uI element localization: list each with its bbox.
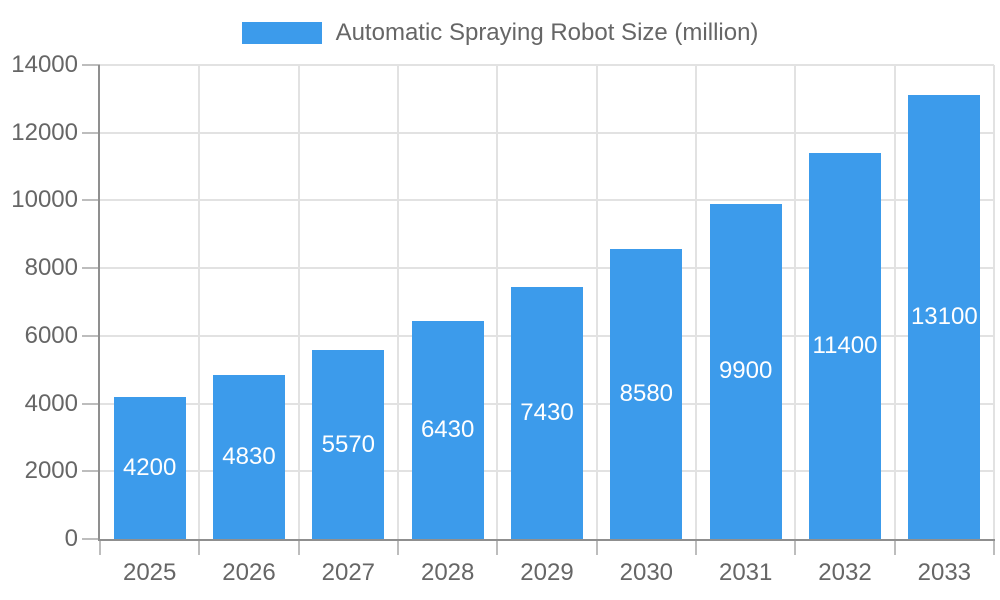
bar-2025[interactable] bbox=[113, 396, 186, 539]
x-axis-tick bbox=[99, 539, 101, 555]
v-gridline bbox=[397, 65, 399, 539]
x-axis-label: 2032 bbox=[818, 559, 872, 586]
bar-2028[interactable] bbox=[411, 321, 484, 539]
h-gridline bbox=[100, 131, 994, 134]
v-gridline bbox=[595, 65, 598, 539]
bar-2026[interactable] bbox=[213, 375, 285, 539]
x-axis-tick bbox=[198, 539, 201, 555]
x-axis-line bbox=[98, 539, 995, 541]
bar-2029[interactable] bbox=[511, 287, 583, 539]
y-axis-tick bbox=[82, 538, 100, 540]
y-axis-label: 10000 bbox=[11, 186, 78, 214]
x-axis-label: 2028 bbox=[420, 559, 475, 586]
x-axis-label: 2030 bbox=[619, 559, 674, 586]
x-axis-label: 2033 bbox=[917, 559, 972, 586]
legend-label: Automatic Spraying Robot Size (million) bbox=[335, 19, 759, 46]
y-axis-tick bbox=[82, 470, 100, 473]
y-axis-label: 4000 bbox=[24, 389, 78, 417]
y-axis-label: 2000 bbox=[24, 457, 78, 485]
v-gridline bbox=[198, 65, 201, 539]
h-gridline bbox=[100, 199, 994, 202]
h-gridline bbox=[100, 64, 994, 66]
x-axis-tick bbox=[695, 539, 697, 555]
y-axis-tick bbox=[82, 64, 100, 66]
legend-swatch-icon bbox=[241, 22, 322, 44]
bar-2033[interactable] bbox=[908, 95, 981, 539]
y-axis-label: 6000 bbox=[24, 321, 78, 349]
v-gridline bbox=[794, 65, 797, 539]
v-gridline bbox=[993, 65, 995, 539]
v-gridline bbox=[297, 65, 300, 539]
x-axis-label: 2026 bbox=[222, 559, 276, 586]
y-axis-label: 14000 bbox=[11, 51, 78, 78]
y-axis-tick bbox=[82, 267, 100, 270]
x-axis-label: 2025 bbox=[122, 559, 177, 586]
y-axis-tick bbox=[82, 131, 100, 134]
h-gridline bbox=[100, 267, 994, 270]
y-axis-label: 12000 bbox=[11, 118, 78, 146]
x-axis-tick bbox=[993, 539, 995, 555]
y-axis-line bbox=[98, 65, 100, 541]
y-axis-tick bbox=[82, 334, 100, 337]
v-gridline bbox=[695, 65, 697, 539]
v-gridline bbox=[496, 65, 499, 539]
x-axis-tick bbox=[794, 539, 797, 555]
legend[interactable]: Automatic Spraying Robot Size (million) bbox=[0, 20, 1000, 46]
bar-2031[interactable] bbox=[709, 203, 782, 539]
x-axis-tick bbox=[297, 539, 300, 555]
bar-2030[interactable] bbox=[610, 248, 683, 539]
x-axis-label: 2031 bbox=[718, 559, 773, 586]
v-gridline bbox=[893, 65, 896, 539]
bar-2027[interactable] bbox=[312, 350, 385, 539]
y-axis-tick bbox=[82, 199, 100, 202]
bar-2032[interactable] bbox=[809, 153, 881, 539]
x-axis-tick bbox=[595, 539, 598, 555]
y-axis-label: 8000 bbox=[24, 254, 78, 282]
x-axis-label: 2029 bbox=[520, 559, 574, 586]
x-axis-tick bbox=[397, 539, 399, 555]
y-axis-label: 0 bbox=[64, 525, 78, 552]
x-axis-tick bbox=[893, 539, 896, 555]
x-axis-tick bbox=[496, 539, 499, 555]
y-axis-tick bbox=[82, 402, 100, 405]
x-axis-label: 2027 bbox=[321, 559, 376, 586]
